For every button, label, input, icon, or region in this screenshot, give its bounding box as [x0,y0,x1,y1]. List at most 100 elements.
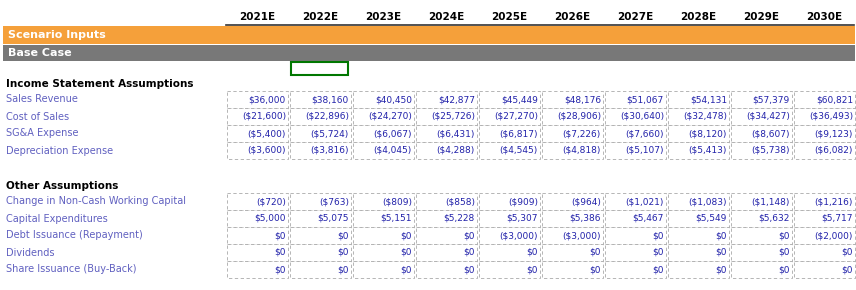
Bar [668,210,729,227]
Bar [353,227,414,244]
Text: $0: $0 [463,231,475,240]
Bar [227,210,288,227]
Text: ($8,607): ($8,607) [752,129,790,138]
Text: $5,632: $5,632 [758,214,790,223]
Text: ($27,270): ($27,270) [494,112,538,121]
Text: ($3,816): ($3,816) [311,146,349,155]
Text: $45,449: $45,449 [501,95,538,104]
Text: $48,176: $48,176 [564,95,601,104]
Text: $0: $0 [590,248,601,257]
Text: $0: $0 [463,265,475,274]
Bar [731,142,792,159]
Bar [479,227,540,244]
Bar [605,210,666,227]
Bar [290,142,351,159]
Text: Base Case: Base Case [8,48,72,58]
Text: $57,379: $57,379 [752,95,790,104]
Bar [668,142,729,159]
Text: $5,151: $5,151 [381,214,412,223]
Bar [416,108,477,125]
Text: 2030E: 2030E [806,12,842,22]
Text: $0: $0 [652,248,664,257]
Bar [794,227,855,244]
Text: ($6,817): ($6,817) [500,129,538,138]
Text: ($21,600): ($21,600) [242,112,286,121]
Text: ($32,478): ($32,478) [683,112,727,121]
Text: 2021E: 2021E [240,12,276,22]
Text: $5,075: $5,075 [318,214,349,223]
Text: $0: $0 [275,231,286,240]
Bar [416,193,477,210]
Text: ($964): ($964) [571,197,601,206]
Text: ($809): ($809) [382,197,412,206]
Bar [479,244,540,261]
Bar [353,125,414,142]
Bar [3,26,855,44]
Bar [542,227,603,244]
Text: 2025E: 2025E [491,12,527,22]
Bar [479,91,540,108]
Text: $0: $0 [716,265,727,274]
Text: ($34,427): ($34,427) [746,112,790,121]
Text: ($1,148): ($1,148) [752,197,790,206]
Text: Share Issuance (Buy-Back): Share Issuance (Buy-Back) [6,264,136,275]
Bar [605,108,666,125]
Bar [227,193,288,210]
Text: $51,067: $51,067 [627,95,664,104]
Text: $5,549: $5,549 [696,214,727,223]
Bar [416,91,477,108]
Text: ($4,545): ($4,545) [500,146,538,155]
Text: SG&A Expense: SG&A Expense [6,128,79,139]
Bar [731,227,792,244]
Bar [668,244,729,261]
Text: Scenario Inputs: Scenario Inputs [8,30,106,40]
Bar [3,45,855,61]
Text: ($9,123): ($9,123) [815,129,853,138]
Text: ($1,021): ($1,021) [626,197,664,206]
Bar [353,142,414,159]
Bar [542,142,603,159]
Text: ($24,270): ($24,270) [368,112,412,121]
Bar [416,244,477,261]
Bar [794,210,855,227]
Bar [605,142,666,159]
Text: $5,307: $5,307 [507,214,538,223]
Bar [353,210,414,227]
Text: ($4,288): ($4,288) [437,146,475,155]
Text: $0: $0 [841,265,853,274]
Text: ($3,600): ($3,600) [247,146,286,155]
Text: Depreciation Expense: Depreciation Expense [6,146,113,155]
Text: ($1,083): ($1,083) [688,197,727,206]
Text: ($1,216): ($1,216) [815,197,853,206]
Text: ($720): ($720) [256,197,286,206]
Bar [731,125,792,142]
Bar [668,261,729,278]
Text: ($8,120): ($8,120) [688,129,727,138]
Text: Change in Non-Cash Working Capital: Change in Non-Cash Working Capital [6,197,186,206]
Text: 2026E: 2026E [555,12,591,22]
Text: ($5,724): ($5,724) [311,129,349,138]
Text: $0: $0 [590,265,601,274]
Bar [353,193,414,210]
Bar [605,261,666,278]
Text: $5,717: $5,717 [822,214,853,223]
Bar [290,193,351,210]
Text: ($5,738): ($5,738) [752,146,790,155]
Bar [794,125,855,142]
Bar [794,91,855,108]
Bar [731,261,792,278]
Text: ($22,896): ($22,896) [305,112,349,121]
Text: ($28,906): ($28,906) [557,112,601,121]
Text: ($6,067): ($6,067) [373,129,412,138]
Bar [227,142,288,159]
Bar [668,227,729,244]
Text: $36,000: $36,000 [249,95,286,104]
Bar [605,91,666,108]
Bar [794,108,855,125]
Bar [227,108,288,125]
Text: $60,821: $60,821 [816,95,853,104]
Text: Cost of Sales: Cost of Sales [6,111,69,122]
Text: ($36,493): ($36,493) [809,112,853,121]
Bar [227,261,288,278]
Bar [227,91,288,108]
